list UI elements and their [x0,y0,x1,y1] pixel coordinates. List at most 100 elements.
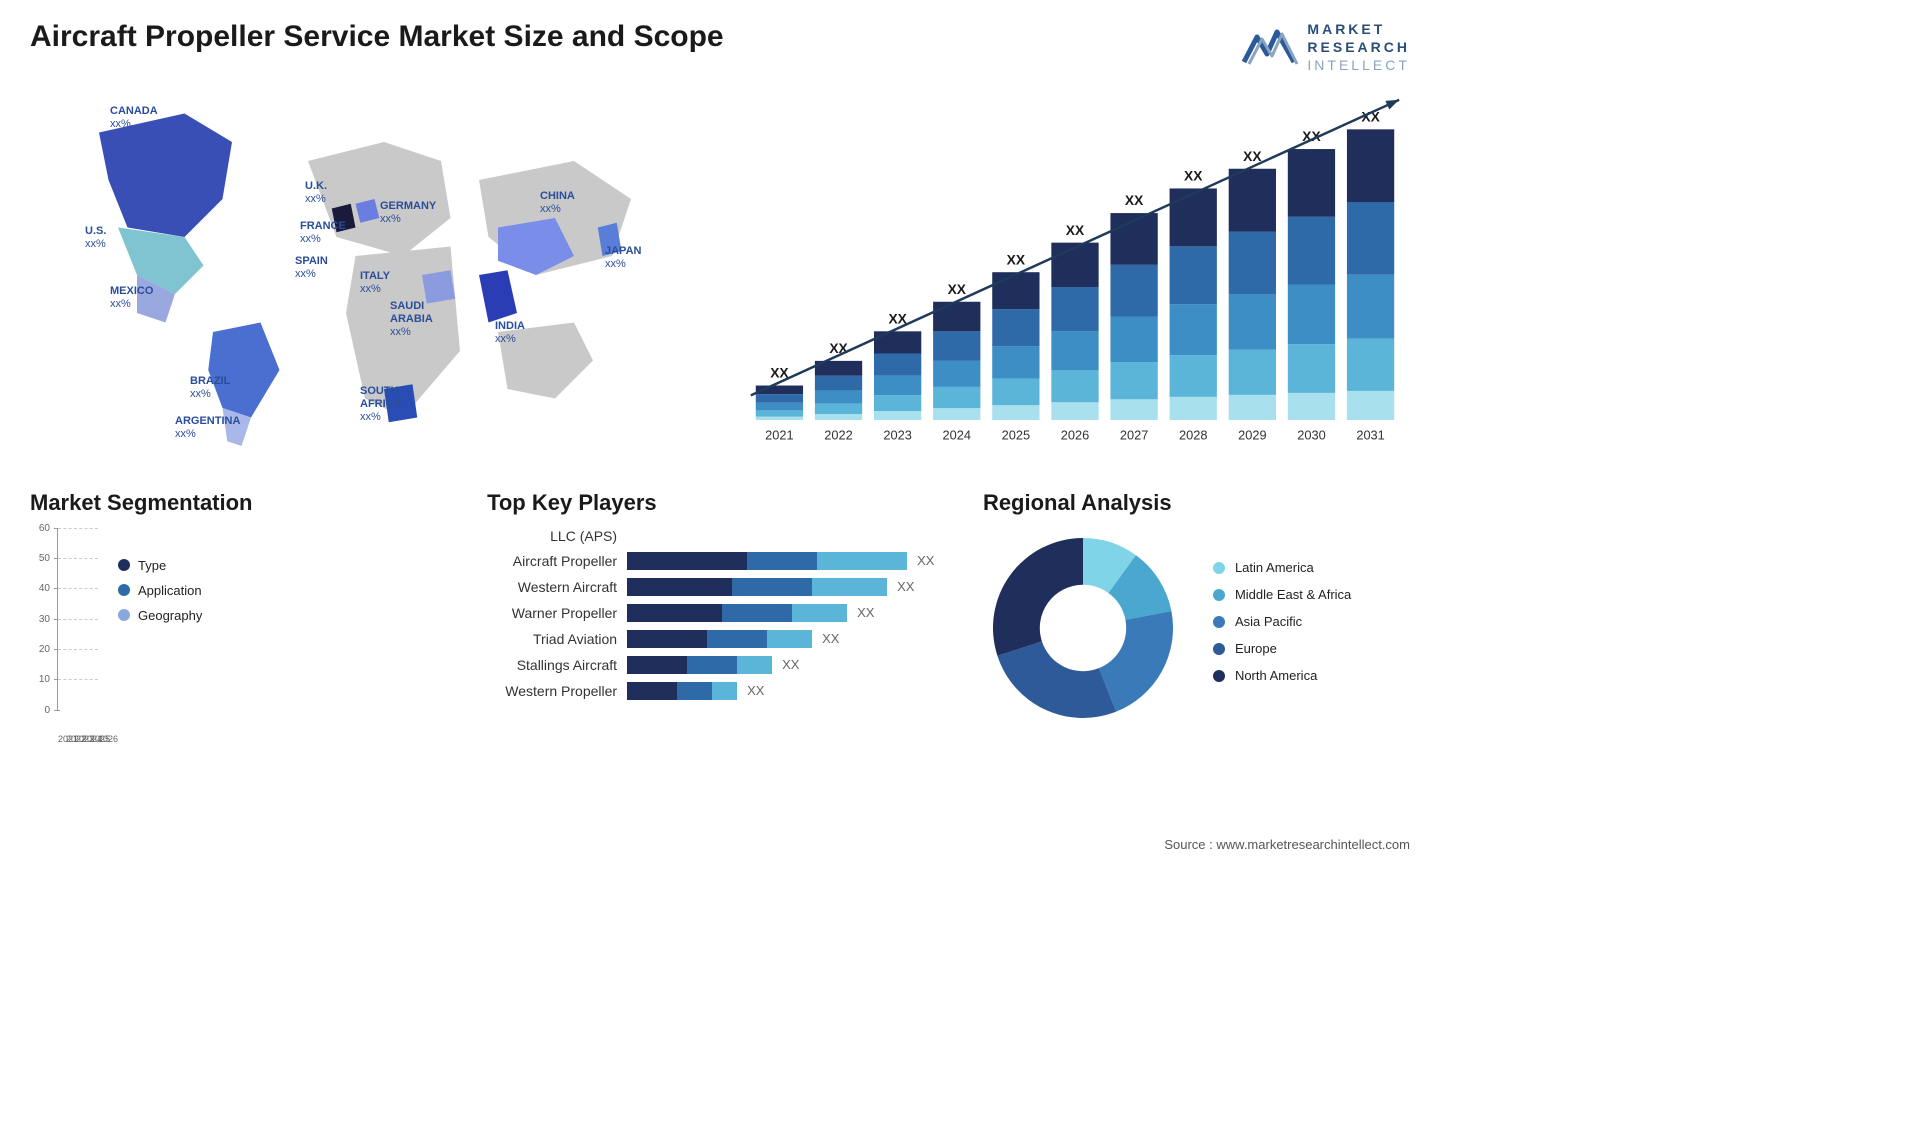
logo-text: MARKET RESEARCH INTELLECT [1307,20,1410,75]
growth-bar-segment [874,375,921,395]
row-bottom: Market Segmentation 0102030405060 202120… [30,490,1410,750]
player-pre-row: LLC (APS) [487,528,953,544]
regional-legend-item: Europe [1213,641,1351,656]
regional-legend-item: North America [1213,668,1351,683]
growth-bar-segment [992,309,1039,346]
map-label: U.K.xx% [305,180,327,206]
growth-bar-segment [1347,338,1394,390]
segmentation-legend: TypeApplicationGeography [118,558,202,728]
player-bar [627,604,847,622]
growth-bar-year: 2030 [1297,427,1325,442]
growth-bar-segment [1110,399,1157,420]
growth-bar-segment [1229,231,1276,294]
growth-bar-year: 2024 [943,427,971,442]
legend-dot-icon [1213,562,1225,574]
growth-bar-value: XX [1125,193,1144,208]
growth-bar-segment [815,375,862,390]
growth-bar-segment [1288,149,1335,217]
player-name: Western Propeller [487,683,627,699]
growth-bar-year: 2025 [1002,427,1030,442]
growth-bar-value: XX [829,341,848,356]
map-label: SOUTHAFRICAxx% [360,385,402,425]
map-label: INDIAxx% [495,320,525,346]
growth-bar-segment [756,410,803,416]
map-label: SPAINxx% [295,255,328,281]
growth-bar-segment [1347,390,1394,419]
map-label: FRANCExx% [300,220,346,246]
seg-legend-item: Geography [118,608,202,623]
growth-bar-segment [1229,349,1276,394]
player-bar-segment [732,578,812,596]
player-bar [627,682,737,700]
legend-dot-icon [1213,670,1225,682]
growth-bar-segment [933,386,980,407]
player-bar-segment [737,656,772,674]
growth-bar-segment [1110,264,1157,316]
growth-bar-year: 2022 [824,427,852,442]
regional-content: Latin AmericaMiddle East & AfricaAsia Pa… [983,528,1410,728]
growth-bar-segment [1170,355,1217,397]
growth-bar-segment [933,331,980,361]
growth-chart-panel: XX2021XX2022XX2023XX2024XX2025XX2026XX20… [740,85,1410,465]
growth-bar-segment [1110,316,1157,362]
player-bar-segment [627,630,707,648]
source-label: Source : www.marketresearchintellect.com [1164,837,1410,852]
seg-gridline [58,649,98,650]
map-label: CHINAxx% [540,190,575,216]
player-bar-segment [812,578,887,596]
map-label: U.S.xx% [85,225,106,251]
growth-stacked-bar-chart: XX2021XX2022XX2023XX2024XX2025XX2026XX20… [740,85,1410,459]
map-label: JAPANxx% [605,245,641,271]
seg-gridline [58,588,98,589]
seg-gridline [58,619,98,620]
growth-bar-segment [1051,287,1098,331]
growth-bar-segment [992,405,1039,420]
player-row: Stallings AircraftXX [487,656,953,674]
growth-bar-value: XX [948,281,967,296]
growth-bar-segment [992,272,1039,309]
growth-bar-segment [1051,331,1098,370]
page-title: Aircraft Propeller Service Market Size a… [30,20,724,54]
seg-gridline [58,558,98,559]
growth-bar-segment [1051,242,1098,286]
legend-label: Application [138,583,202,598]
growth-bar-year: 2029 [1238,427,1266,442]
growth-bar-segment [756,416,803,419]
player-bar-segment [722,604,792,622]
growth-bar-year: 2031 [1356,427,1384,442]
map-label: BRAZILxx% [190,375,230,401]
player-value: XX [897,579,914,594]
map-region [479,270,517,322]
player-bar-segment [817,552,907,570]
map-label: SAUDIARABIAxx% [390,300,433,340]
donut-slice [993,538,1083,656]
player-bar [627,630,812,648]
legend-dot-icon [1213,643,1225,655]
legend-dot-icon [118,559,130,571]
growth-bar-segment [992,378,1039,405]
growth-bar-segment [874,411,921,420]
growth-bar-segment [1170,396,1217,419]
map-label: CANADAxx% [110,105,158,131]
player-name: Stallings Aircraft [487,657,627,673]
growth-bar-value: XX [1243,148,1262,163]
row-top: CANADAxx%U.S.xx%MEXICOxx%BRAZILxx%ARGENT… [30,85,1410,465]
growth-bar-segment [815,414,862,420]
growth-bar-year: 2021 [765,427,793,442]
growth-bar-value: XX [1007,252,1026,267]
growth-bar-segment [1051,370,1098,402]
growth-bar-segment [1229,168,1276,231]
player-row: Aircraft PropellerXX [487,552,953,570]
logo-line3: INTELLECT [1307,56,1410,74]
world-map-panel: CANADAxx%U.S.xx%MEXICOxx%BRAZILxx%ARGENT… [30,85,700,465]
growth-bar-segment [1170,246,1217,304]
growth-bar-segment [756,394,803,403]
player-value: XX [747,683,764,698]
growth-bar-segment [1170,188,1217,246]
growth-bar-segment [992,346,1039,379]
player-name: Western Aircraft [487,579,627,595]
map-region [99,113,232,237]
growth-bar-segment [815,403,862,414]
player-bar [627,578,887,596]
player-row: Western Propeller XX [487,682,953,700]
